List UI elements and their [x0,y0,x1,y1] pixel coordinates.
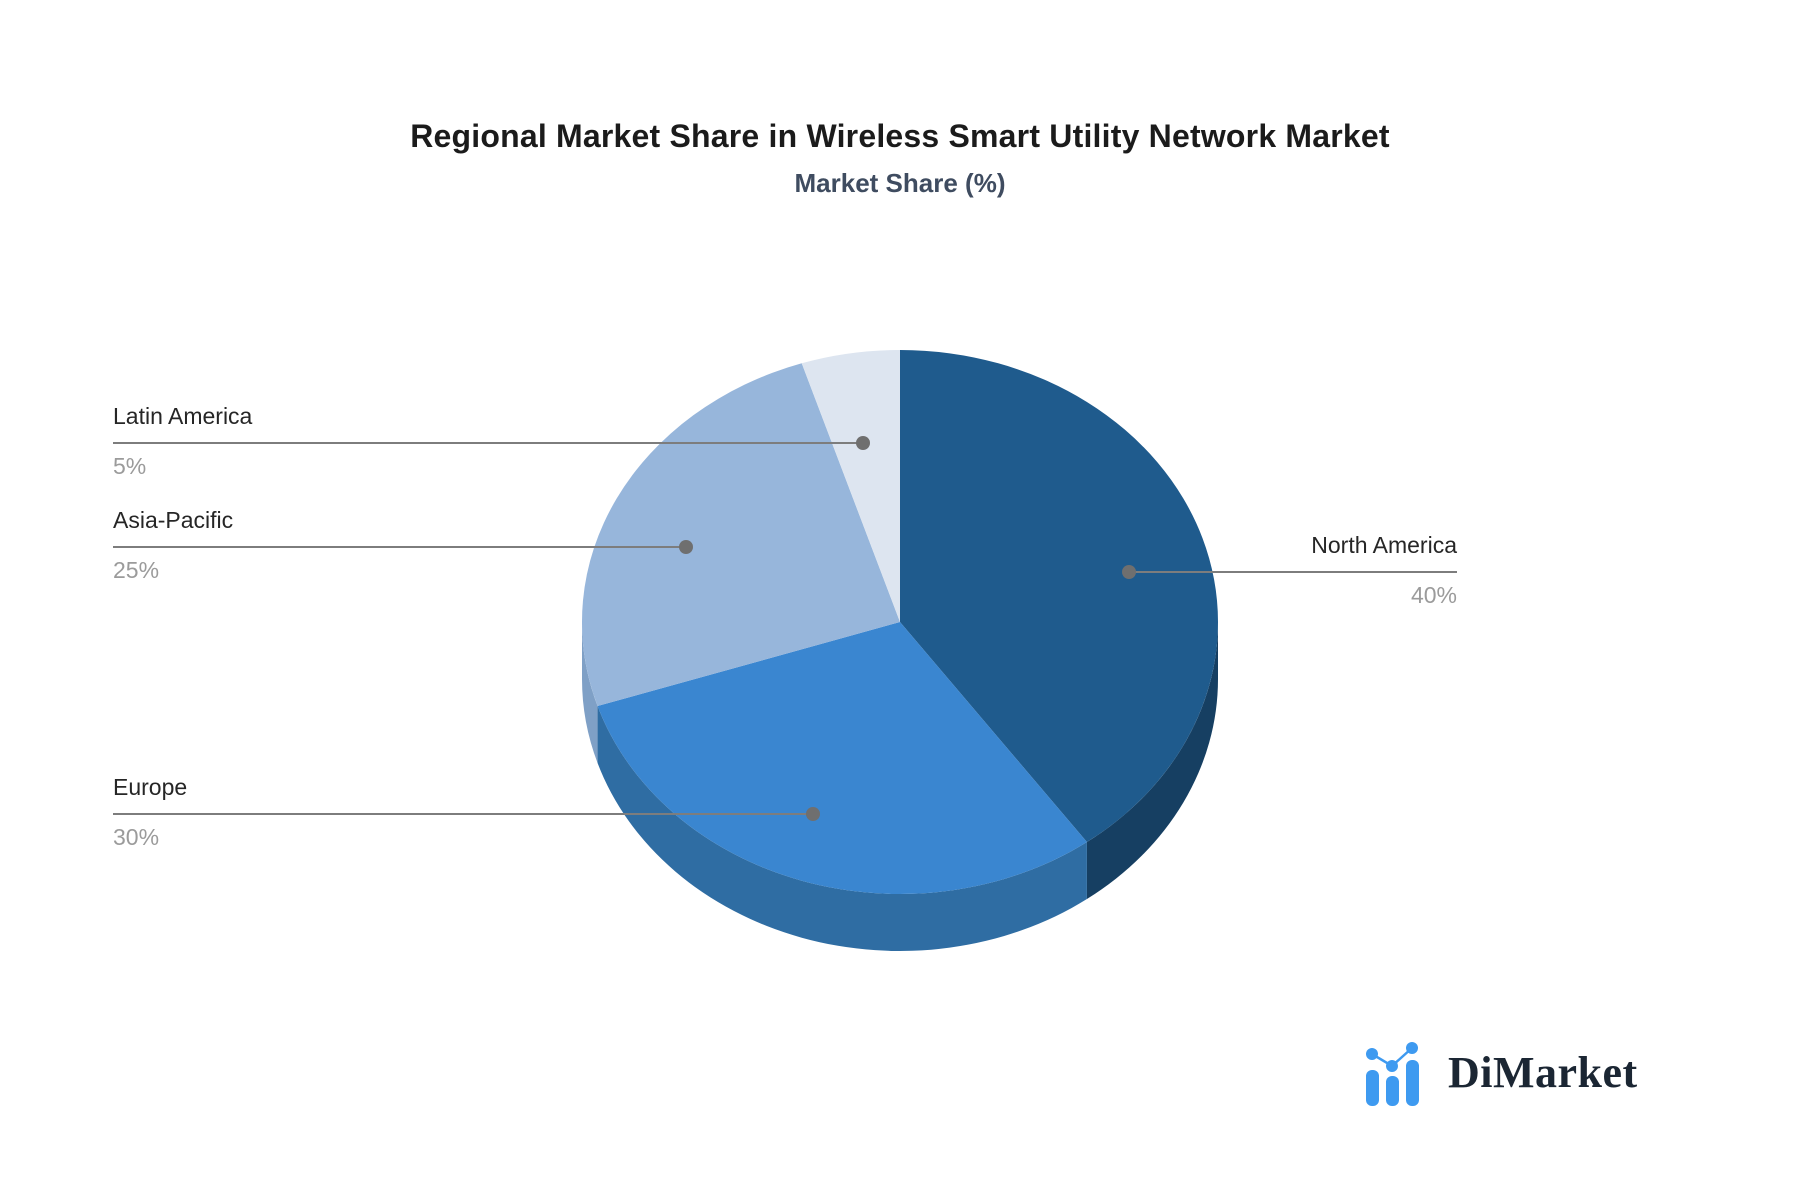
pie-slice-side-asia-pacific [582,622,598,764]
logo-bar [1386,1076,1399,1106]
callout-dot-latin-america [856,436,870,450]
bar-chart-icon [1366,1042,1419,1106]
pie-slice-side-europe [597,706,1087,952]
chart-subtitle: Market Share (%) [794,168,1006,198]
callout-value-europe: 30% [113,824,160,850]
callout-dot-north-america [1122,565,1136,579]
callout-label-europe: Europe [113,774,188,800]
pie-slice-latin-america[interactable] [801,350,900,622]
chart-title: Regional Market Share in Wireless Smart … [410,118,1390,154]
pie-slice-north-america[interactable] [900,350,1218,843]
callout-label-north-america: North America [1311,532,1457,558]
pie-slice-europe[interactable] [597,622,1087,895]
callout-value-asia-pacific: 25% [113,557,160,583]
brand-logo-text: DiMarket [1448,1047,1638,1097]
logo-dot [1366,1048,1378,1060]
logo-dot [1406,1042,1418,1054]
brand-logo: DiMarket [1354,1032,1638,1112]
pie-slice-asia-pacific[interactable] [581,363,900,707]
callout-value-north-america: 40% [1410,582,1457,608]
callout-dot-asia-pacific [679,540,693,554]
logo-dot [1386,1060,1398,1072]
callout-label-asia-pacific: Asia-Pacific [113,507,234,533]
callout-label-latin-america: Latin America [113,403,253,429]
logo-bar [1366,1070,1379,1106]
logo-bar [1406,1060,1419,1106]
callout-dot-europe [806,807,820,821]
pie-slice-side-north-america [1086,622,1218,900]
callout-value-latin-america: 5% [113,453,147,479]
